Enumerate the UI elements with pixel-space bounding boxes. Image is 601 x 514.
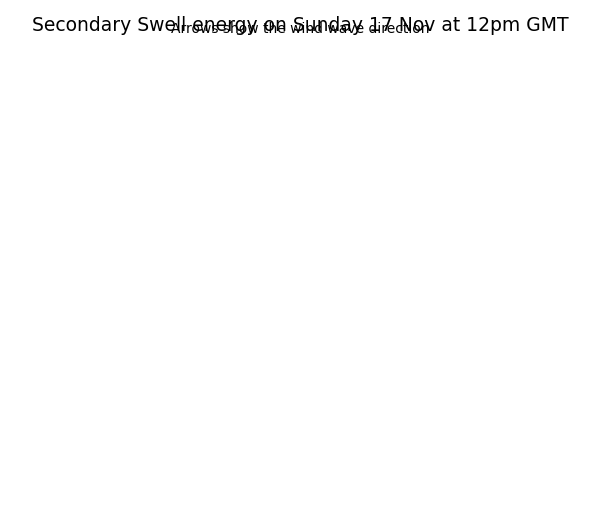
- Text: Arrows show the wind wave direction: Arrows show the wind wave direction: [171, 22, 430, 36]
- Text: Secondary Swell energy on Sunday 17 Nov at 12pm GMT: Secondary Swell energy on Sunday 17 Nov …: [32, 16, 569, 35]
